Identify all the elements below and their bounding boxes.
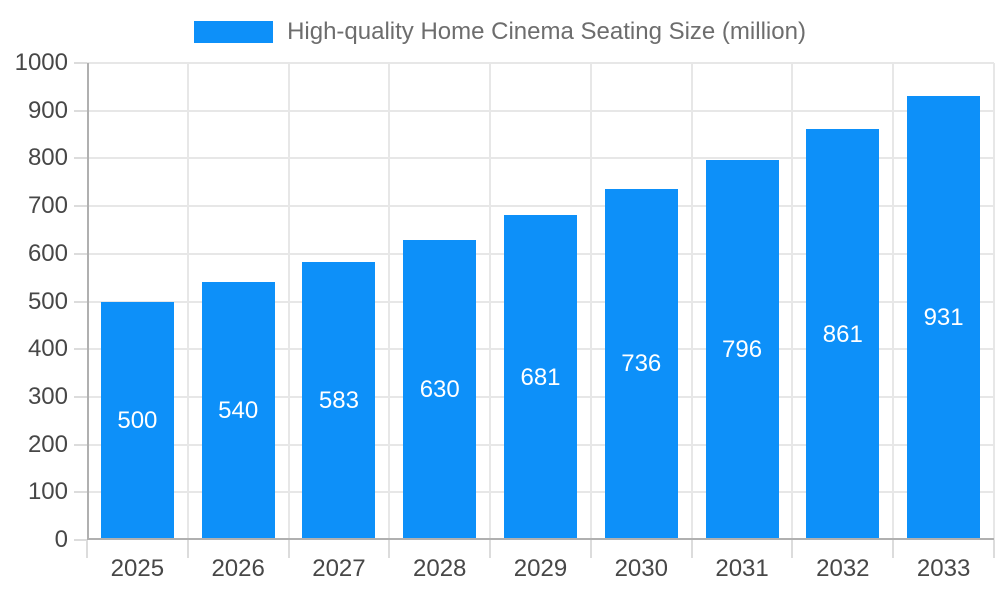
x-tick-8 [892,540,895,558]
legend-swatch [194,21,274,43]
x-axis-label-2031: 2031 [715,555,769,582]
x-tick-9 [993,540,995,558]
x-tick-7 [791,540,794,558]
bar-2033[interactable]: 931 [907,95,981,540]
x-axis-label-2026: 2026 [211,555,265,582]
y-tick-400 [74,348,87,351]
x-axis-label-2030: 2030 [614,555,668,582]
bar-label-2032: 861 [822,320,863,348]
bar-label-2027: 583 [318,386,359,414]
y-axis-label-800: 800 [27,144,68,172]
bar-2032[interactable]: 861 [806,129,880,540]
y-axis-label-0: 0 [54,526,68,553]
gridline-h-700 [87,205,994,208]
x-axis-label-2025: 2025 [110,555,165,582]
bar-2030[interactable]: 736 [604,188,678,540]
legend-label: High-quality Home Cinema Seating Size (m… [287,18,806,45]
x-tick-6 [690,540,693,558]
y-tick-0 [74,539,87,541]
y-tick-600 [74,252,87,255]
gridline-v-2 [287,63,290,540]
x-axis-label-2032: 2032 [816,555,870,582]
bar-label-2033: 931 [923,303,964,331]
y-tick-900 [74,109,87,112]
gridline-h-1000 [87,62,994,64]
y-axis-line [87,63,89,540]
bar-2029[interactable]: 681 [504,215,577,540]
x-axis-label-2029: 2029 [513,555,568,582]
y-tick-100 [74,491,87,494]
x-tick-1 [186,540,189,558]
y-axis-label-1000: 1000 [14,49,68,76]
y-axis-label-700: 700 [27,192,68,220]
gridline-v-1 [186,63,189,540]
y-tick-800 [74,157,87,160]
x-tick-2 [287,540,290,558]
x-axis-label-2033: 2033 [916,555,971,582]
bar-label-2026: 540 [218,397,259,425]
gridline-v-3 [388,63,391,540]
y-axis-label-200: 200 [27,430,68,458]
x-tick-3 [388,540,391,558]
x-tick-5 [589,540,592,558]
x-axis-line [87,538,994,540]
gridline-v-8 [892,63,895,540]
bar-2025[interactable]: 500 [100,301,174,540]
y-tick-1000 [74,62,87,64]
y-axis-label-500: 500 [27,287,68,315]
gridline-v-4 [489,63,492,540]
bar-2026[interactable]: 540 [201,282,275,540]
y-axis-label-900: 900 [27,96,68,124]
bar-label-2030: 736 [621,350,662,378]
plot-area: 500 540 583 630 681 736 796 861 931 [87,62,995,540]
x-axis-label-2027: 2027 [312,555,366,582]
gridline-h-800 [87,157,994,160]
y-axis-label-600: 600 [27,239,68,267]
bar-label-2031: 796 [722,336,763,364]
bar-label-2029: 681 [520,363,561,391]
legend[interactable]: High-quality Home Cinema Seating Size (m… [0,18,1000,45]
gridline-v-6 [690,63,693,540]
bar-label-2025: 500 [117,406,158,434]
y-tick-300 [74,395,87,398]
y-axis-label-400: 400 [27,335,68,363]
x-axis-label-2028: 2028 [413,555,467,582]
y-tick-700 [74,205,87,208]
y-tick-200 [74,443,87,446]
y-axis-label-300: 300 [27,382,68,410]
bar-2031[interactable]: 796 [705,160,779,540]
bar-2027[interactable]: 583 [302,261,376,540]
bar-2028[interactable]: 630 [403,239,477,540]
x-tick-4 [489,540,492,558]
gridline-v-5 [589,63,592,540]
bar-label-2028: 630 [419,375,460,403]
y-axis-label-100: 100 [27,478,68,506]
gridline-v-9 [993,63,995,540]
y-tick-500 [74,300,87,303]
gridline-v-7 [791,63,794,540]
x-tick-0 [86,540,88,558]
gridline-h-900 [87,109,994,112]
